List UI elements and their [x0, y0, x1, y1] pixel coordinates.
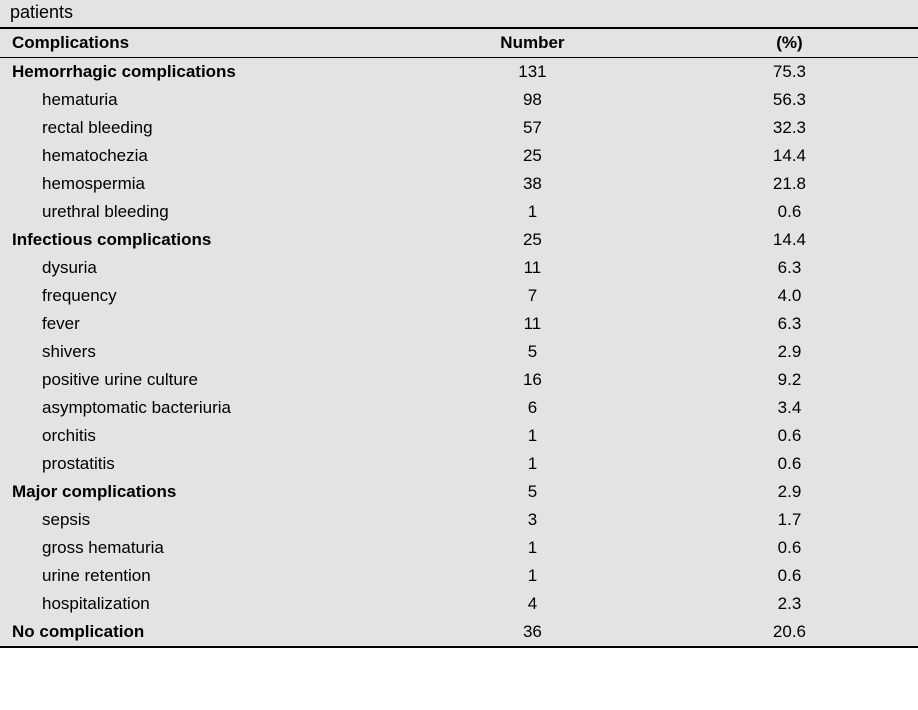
sub-label-cell: hematochezia: [0, 142, 404, 170]
percent-cell: 2.9: [661, 478, 918, 506]
percent-cell: 14.4: [661, 226, 918, 254]
sub-label-cell: orchitis: [0, 422, 404, 450]
percent-cell: 56.3: [661, 86, 918, 114]
number-cell: 1: [404, 450, 661, 478]
table-header-row: Complications Number (%): [0, 28, 918, 58]
percent-cell: 6.3: [661, 310, 918, 338]
table-row: hospitalization42.3: [0, 590, 918, 618]
percent-cell: 0.6: [661, 198, 918, 226]
percent-cell: 21.8: [661, 170, 918, 198]
percent-cell: 0.6: [661, 450, 918, 478]
percent-cell: 4.0: [661, 282, 918, 310]
table-row: frequency74.0: [0, 282, 918, 310]
number-cell: 1: [404, 198, 661, 226]
sub-label-cell: gross hematuria: [0, 534, 404, 562]
group-label-cell: Infectious complications: [0, 226, 404, 254]
sub-label-cell: urine retention: [0, 562, 404, 590]
table-row: asymptomatic bacteriuria63.4: [0, 394, 918, 422]
sub-label-cell: hematuria: [0, 86, 404, 114]
table-row: hematochezia2514.4: [0, 142, 918, 170]
percent-cell: 2.9: [661, 338, 918, 366]
table-row: hematuria9856.3: [0, 86, 918, 114]
table-row: urethral bleeding10.6: [0, 198, 918, 226]
group-label-cell: Hemorrhagic complications: [0, 58, 404, 87]
number-cell: 16: [404, 366, 661, 394]
table-container: patients Complications Number (%) Hemorr…: [0, 0, 918, 648]
number-cell: 1: [404, 422, 661, 450]
percent-cell: 20.6: [661, 618, 918, 647]
table-row: hemospermia3821.8: [0, 170, 918, 198]
percent-cell: 1.7: [661, 506, 918, 534]
table-row: sepsis31.7: [0, 506, 918, 534]
col-header-percent: (%): [661, 28, 918, 58]
number-cell: 5: [404, 338, 661, 366]
percent-cell: 6.3: [661, 254, 918, 282]
percent-cell: 2.3: [661, 590, 918, 618]
number-cell: 38: [404, 170, 661, 198]
sub-label-cell: sepsis: [0, 506, 404, 534]
table-row: No complication3620.6: [0, 618, 918, 647]
sub-label-cell: fever: [0, 310, 404, 338]
group-label-cell: No complication: [0, 618, 404, 647]
percent-cell: 9.2: [661, 366, 918, 394]
group-label-cell: Major complications: [0, 478, 404, 506]
sub-label-cell: positive urine culture: [0, 366, 404, 394]
number-cell: 98: [404, 86, 661, 114]
percent-cell: 14.4: [661, 142, 918, 170]
sub-label-cell: hemospermia: [0, 170, 404, 198]
percent-cell: 0.6: [661, 534, 918, 562]
sub-label-cell: urethral bleeding: [0, 198, 404, 226]
number-cell: 11: [404, 254, 661, 282]
number-cell: 3: [404, 506, 661, 534]
number-cell: 25: [404, 142, 661, 170]
table-row: dysuria116.3: [0, 254, 918, 282]
table-caption-fragment: patients: [0, 0, 918, 27]
percent-cell: 32.3: [661, 114, 918, 142]
table-row: Hemorrhagic complications13175.3: [0, 58, 918, 87]
number-cell: 36: [404, 618, 661, 647]
percent-cell: 3.4: [661, 394, 918, 422]
table-row: urine retention10.6: [0, 562, 918, 590]
number-cell: 57: [404, 114, 661, 142]
table-row: orchitis10.6: [0, 422, 918, 450]
table-body: Hemorrhagic complications13175.3hematuri…: [0, 58, 918, 648]
table-row: Major complications52.9: [0, 478, 918, 506]
col-header-complications: Complications: [0, 28, 404, 58]
table-row: rectal bleeding5732.3: [0, 114, 918, 142]
table-row: fever116.3: [0, 310, 918, 338]
sub-label-cell: shivers: [0, 338, 404, 366]
sub-label-cell: asymptomatic bacteriuria: [0, 394, 404, 422]
table-row: gross hematuria10.6: [0, 534, 918, 562]
table-row: Infectious complications2514.4: [0, 226, 918, 254]
sub-label-cell: dysuria: [0, 254, 404, 282]
number-cell: 131: [404, 58, 661, 87]
number-cell: 11: [404, 310, 661, 338]
number-cell: 6: [404, 394, 661, 422]
number-cell: 1: [404, 534, 661, 562]
number-cell: 1: [404, 562, 661, 590]
number-cell: 25: [404, 226, 661, 254]
complications-table: Complications Number (%) Hemorrhagic com…: [0, 27, 918, 648]
table-row: shivers52.9: [0, 338, 918, 366]
table-row: positive urine culture169.2: [0, 366, 918, 394]
number-cell: 4: [404, 590, 661, 618]
sub-label-cell: prostatitis: [0, 450, 404, 478]
sub-label-cell: rectal bleeding: [0, 114, 404, 142]
sub-label-cell: frequency: [0, 282, 404, 310]
percent-cell: 75.3: [661, 58, 918, 87]
percent-cell: 0.6: [661, 422, 918, 450]
sub-label-cell: hospitalization: [0, 590, 404, 618]
number-cell: 7: [404, 282, 661, 310]
number-cell: 5: [404, 478, 661, 506]
col-header-number: Number: [404, 28, 661, 58]
table-row: prostatitis10.6: [0, 450, 918, 478]
percent-cell: 0.6: [661, 562, 918, 590]
